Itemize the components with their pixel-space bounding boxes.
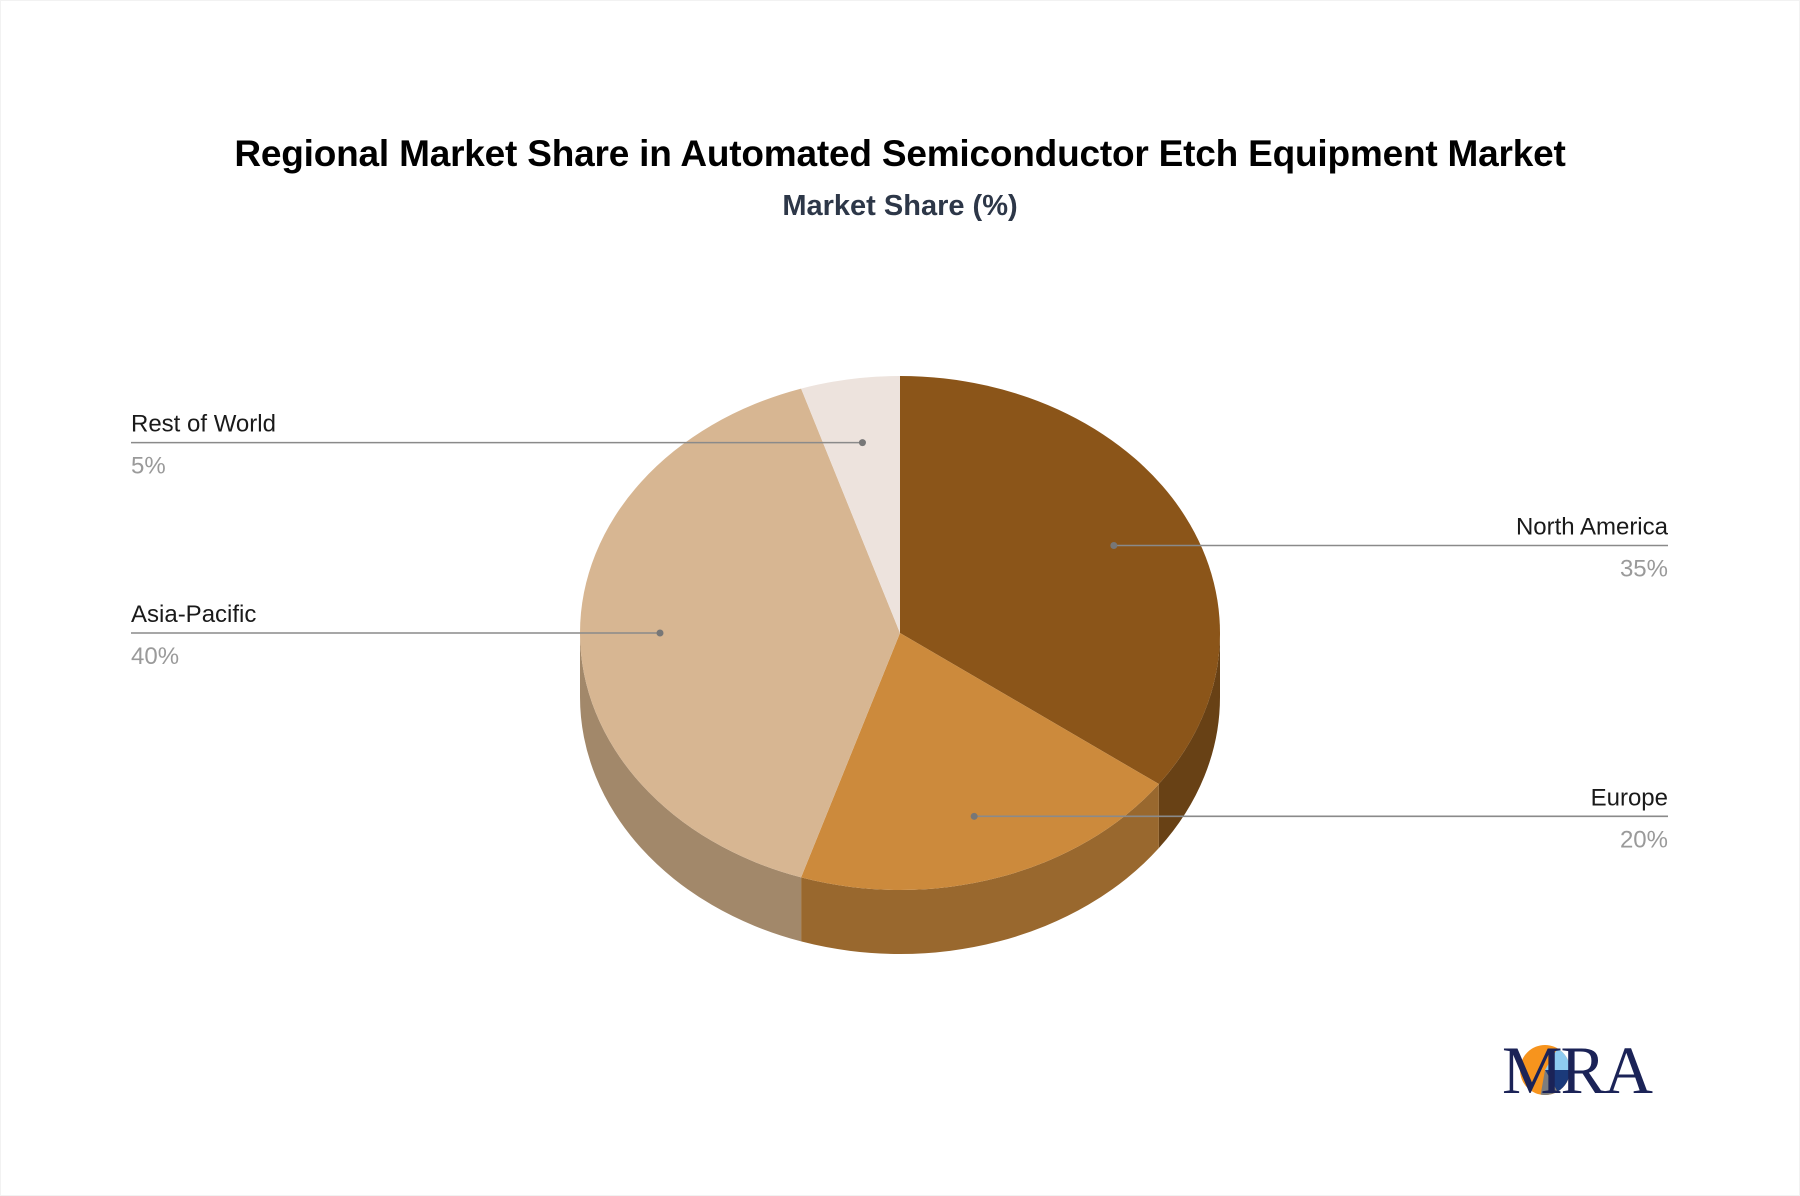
label-europe: Europe 20%	[970, 784, 1668, 853]
pie-side-europe	[801, 784, 1159, 954]
pie-slice-europe[interactable]	[801, 633, 1159, 890]
pie-side-asia-pacific	[580, 633, 802, 942]
pie-slice-rest-of-world[interactable]	[801, 376, 900, 633]
logo-text: MRA	[1502, 1032, 1653, 1108]
label-name: Rest of World	[131, 411, 276, 438]
label-anchor-dot-icon	[858, 439, 866, 447]
pie-callout-labels: North America 35% Europe 20% Asia-Pacific 40%…	[131, 411, 1669, 853]
pie-logo-icon	[1520, 1045, 1570, 1095]
label-anchor-dot-icon	[656, 629, 664, 637]
label-asia-pacific: Asia-Pacific 40%	[131, 601, 664, 670]
pie-slice-north-america[interactable]	[900, 376, 1220, 785]
label-rest-of-world: Rest of World 5%	[131, 411, 866, 480]
label-name: Europe	[1591, 784, 1668, 811]
label-value: 40%	[131, 643, 179, 670]
chart-subtitle: Market Share (%)	[782, 190, 1018, 222]
chart-title: Regional Market Share in Automated Semic…	[234, 133, 1566, 174]
pie-top-faces	[579, 376, 1220, 890]
label-value: 35%	[1620, 555, 1668, 582]
pie-side-faces	[580, 633, 1220, 954]
label-value: 20%	[1620, 826, 1668, 853]
label-anchor-dot-icon	[970, 812, 978, 820]
label-name: Asia-Pacific	[131, 601, 256, 628]
pie-slice-asia-pacific[interactable]	[579, 388, 900, 878]
label-north-america: North America 35%	[1110, 513, 1669, 582]
label-name: North America	[1516, 513, 1669, 540]
label-anchor-dot-icon	[1110, 541, 1118, 549]
label-value: 5%	[131, 453, 166, 480]
pie-side-north-america	[1158, 633, 1220, 849]
